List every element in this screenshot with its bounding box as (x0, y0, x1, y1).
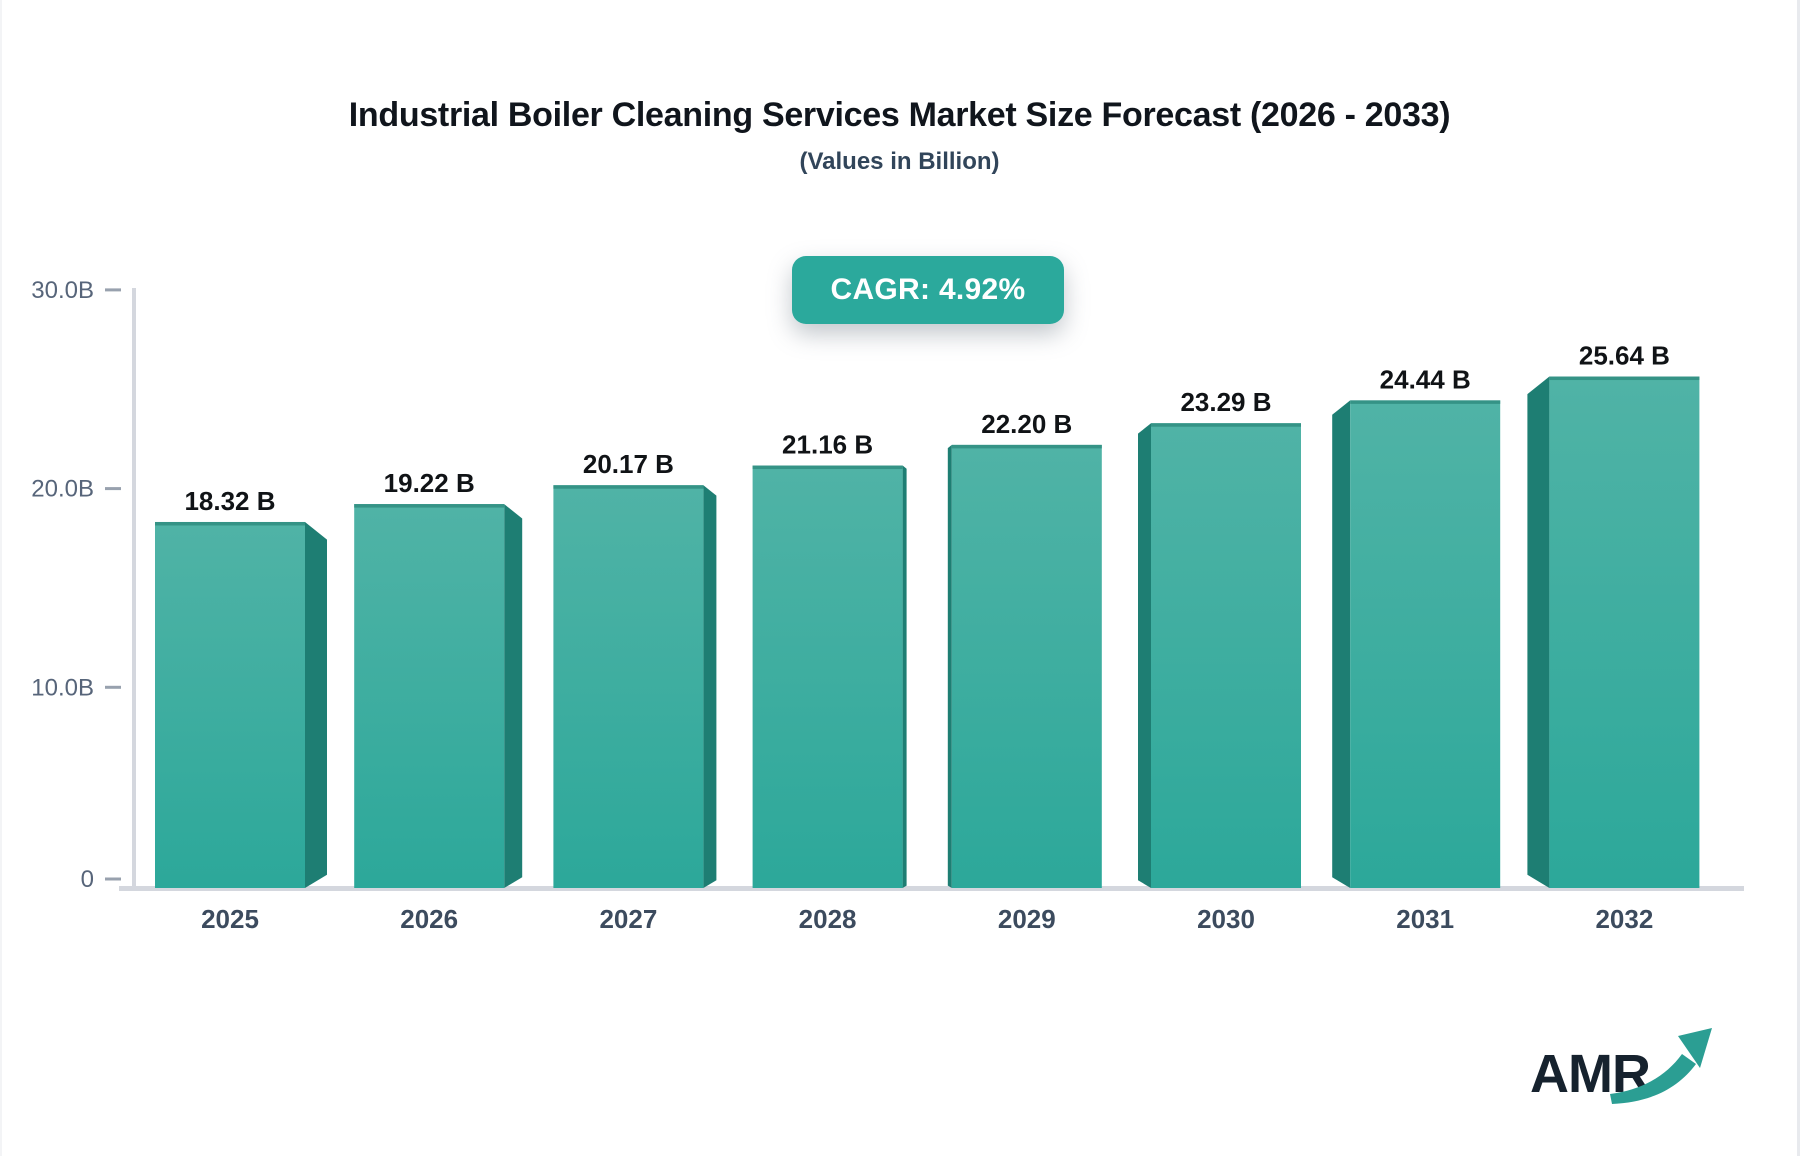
value-label-2025: 18.32 B (184, 486, 275, 516)
bar-top-edge (553, 485, 704, 489)
growth-arrow-icon (1610, 1028, 1712, 1104)
bar-2028 (752, 465, 903, 888)
bar-group-2031: 24.44 B 2031 (1332, 364, 1501, 934)
bar-2025 (155, 521, 305, 888)
bar-top-edge (1151, 423, 1301, 427)
bar-2026 (354, 504, 505, 888)
y-tick-label: 10.0B (31, 674, 94, 701)
year-label-2025: 2025 (201, 904, 259, 934)
year-label-2028: 2028 (799, 904, 857, 934)
cagr-badge-label: CAGR: 4.92% (830, 273, 1026, 306)
bar-group-2026: 19.22 B 2026 (354, 468, 523, 934)
year-label-2029: 2029 (998, 904, 1056, 934)
value-label-2028: 21.16 B (782, 430, 873, 460)
bar-top-edge (354, 504, 505, 508)
bar-side-face (703, 485, 717, 888)
bar-top-edge (1549, 376, 1700, 381)
x-axis-line (119, 886, 1744, 891)
value-label-2029: 22.20 B (981, 409, 1072, 439)
bar-side-face (1332, 400, 1351, 888)
page-title: Industrial Boiler Cleaning Services Mark… (348, 96, 1451, 134)
page-subtitle: (Values in Billion) (799, 148, 1000, 175)
bar-group-2029: 22.20 B 2029 (947, 409, 1102, 934)
bar-2029 (951, 444, 1102, 888)
bar-group-2032: 25.64 B 2032 (1527, 341, 1700, 934)
value-label-2031: 24.44 B (1380, 364, 1471, 394)
bar-2032 (1549, 376, 1700, 888)
bar-group-2028: 21.16 B 2028 (752, 430, 907, 934)
bar-2031 (1350, 400, 1501, 888)
y-tick-label: 30.0B (31, 277, 94, 304)
bar-group-2025: 18.32 B 2025 (155, 486, 327, 934)
bar-side-face (1527, 376, 1550, 888)
bar-side-face (902, 465, 907, 888)
year-label-2032: 2032 (1595, 904, 1653, 934)
year-label-2027: 2027 (599, 904, 657, 934)
bar-top-edge (1350, 400, 1501, 404)
value-label-2027: 20.17 B (583, 449, 674, 479)
y-tick-label: 20.0B (31, 476, 94, 503)
bar-top-edge (951, 444, 1102, 449)
bar-group-2027: 20.17 B 2027 (553, 449, 717, 934)
cagr-badge: CAGR: 4.92% (792, 256, 1064, 324)
value-label-2030: 23.29 B (1180, 387, 1271, 417)
year-label-2030: 2030 (1197, 904, 1255, 934)
bar-side-face (305, 521, 327, 888)
year-label-2031: 2031 (1396, 904, 1454, 934)
bar-side-face (504, 504, 523, 888)
y-tick-label: 0 (81, 866, 94, 893)
bar-top-edge (752, 465, 903, 470)
amr-logo: AMR (1530, 1028, 1712, 1104)
bar-2027 (553, 485, 704, 888)
y-axis-line (132, 288, 136, 889)
year-label-2026: 2026 (400, 904, 458, 934)
bar-2030 (1151, 423, 1301, 888)
bar-group-2030: 23.29 B 2030 (1138, 387, 1301, 934)
bar-side-face (1138, 423, 1151, 888)
bar-top-edge (155, 521, 305, 526)
value-label-2032: 25.64 B (1579, 341, 1670, 371)
value-label-2026: 19.22 B (384, 468, 475, 498)
bar-side-face (947, 444, 952, 888)
